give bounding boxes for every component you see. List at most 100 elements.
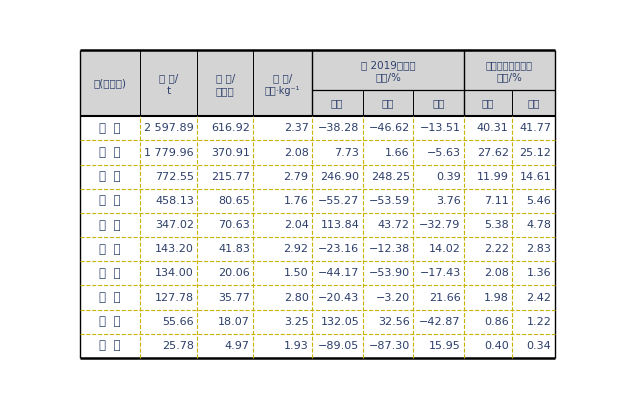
Text: −32.79: −32.79 [419, 220, 461, 230]
Text: 1.50: 1.50 [284, 268, 308, 278]
Text: 246.90: 246.90 [320, 172, 359, 182]
Text: 25.12: 25.12 [519, 147, 552, 158]
Text: 0.39: 0.39 [436, 172, 461, 182]
Text: 4.97: 4.97 [225, 341, 250, 351]
Text: 15.95: 15.95 [429, 341, 461, 351]
Text: 2.42: 2.42 [526, 292, 552, 303]
Text: 55.66: 55.66 [162, 317, 194, 327]
Text: 省(区、市): 省(区、市) [93, 78, 126, 88]
Text: 25.78: 25.78 [162, 341, 194, 351]
Text: 占全国进口柠檬汁: 占全国进口柠檬汁 [486, 60, 533, 70]
Text: 1.66: 1.66 [385, 147, 410, 158]
Text: 41.83: 41.83 [218, 244, 250, 254]
Text: 1.76: 1.76 [284, 196, 308, 206]
Text: 2.08: 2.08 [284, 147, 308, 158]
Text: 43.72: 43.72 [378, 220, 410, 230]
Text: 2 597.89: 2 597.89 [144, 123, 194, 133]
Text: 215.77: 215.77 [211, 172, 250, 182]
Text: 2.80: 2.80 [284, 292, 308, 303]
Text: 数 量/: 数 量/ [158, 74, 178, 84]
Text: 21.66: 21.66 [429, 292, 461, 303]
Text: 3.25: 3.25 [284, 317, 308, 327]
Text: −87.30: −87.30 [369, 341, 410, 351]
Text: 美元·kg⁻¹: 美元·kg⁻¹ [265, 86, 300, 96]
Text: 金额: 金额 [382, 98, 394, 108]
Text: 5.38: 5.38 [484, 220, 509, 230]
Text: 35.77: 35.77 [218, 292, 250, 303]
Text: 41.77: 41.77 [519, 123, 552, 133]
Text: 北  京: 北 京 [99, 291, 121, 304]
Text: 海  南: 海 南 [99, 267, 121, 280]
Text: 132.05: 132.05 [321, 317, 359, 327]
Text: 70.63: 70.63 [218, 220, 250, 230]
Text: −12.38: −12.38 [369, 244, 410, 254]
Text: −53.90: −53.90 [369, 268, 410, 278]
Text: 浙  江: 浙 江 [99, 315, 121, 328]
Text: 4.78: 4.78 [526, 220, 552, 230]
Text: −5.63: −5.63 [426, 147, 461, 158]
Text: −46.62: −46.62 [369, 123, 410, 133]
Text: 安  徽: 安 徽 [99, 339, 121, 352]
Text: 370.91: 370.91 [211, 147, 250, 158]
Text: −20.43: −20.43 [318, 292, 359, 303]
Text: 1.98: 1.98 [484, 292, 509, 303]
Text: −89.05: −89.05 [318, 341, 359, 351]
Text: 广  东: 广 东 [99, 170, 121, 183]
Text: 347.02: 347.02 [155, 220, 194, 230]
Text: 数量: 数量 [331, 98, 344, 108]
Text: −53.59: −53.59 [369, 196, 410, 206]
Text: −3.20: −3.20 [376, 292, 410, 303]
Text: 金 额/: 金 额/ [215, 74, 235, 84]
Text: 248.25: 248.25 [371, 172, 410, 182]
Text: 0.86: 0.86 [484, 317, 509, 327]
Text: 0.34: 0.34 [527, 341, 552, 351]
Text: 143.20: 143.20 [155, 244, 194, 254]
Text: 127.78: 127.78 [155, 292, 194, 303]
Text: 增减/%: 增减/% [375, 72, 401, 82]
Text: 1.22: 1.22 [527, 317, 552, 327]
Text: 价格: 价格 [433, 98, 445, 108]
Text: 458.13: 458.13 [155, 196, 194, 206]
Text: 山  东: 山 东 [99, 219, 121, 231]
Text: −17.43: −17.43 [420, 268, 461, 278]
Text: 同 2019年相比: 同 2019年相比 [361, 60, 415, 70]
Text: 113.84: 113.84 [321, 220, 359, 230]
Text: −44.17: −44.17 [318, 268, 359, 278]
Text: 2.22: 2.22 [483, 244, 509, 254]
Text: 772.55: 772.55 [155, 172, 194, 182]
Text: 2.04: 2.04 [284, 220, 308, 230]
Text: 福  建: 福 建 [99, 194, 121, 207]
Text: 价 格/: 价 格/ [273, 74, 292, 84]
Text: 3.76: 3.76 [436, 196, 461, 206]
Text: 2.83: 2.83 [527, 244, 552, 254]
Text: 80.65: 80.65 [218, 196, 250, 206]
Text: 27.62: 27.62 [477, 147, 509, 158]
Text: −42.87: −42.87 [419, 317, 461, 327]
Text: 14.02: 14.02 [429, 244, 461, 254]
Text: 数量: 数量 [482, 98, 494, 108]
Text: −23.16: −23.16 [318, 244, 359, 254]
Text: 616.92: 616.92 [211, 123, 250, 133]
Text: 32.56: 32.56 [378, 317, 410, 327]
Text: 江  苏: 江 苏 [99, 146, 121, 159]
Text: 11.99: 11.99 [477, 172, 509, 182]
Text: 20.06: 20.06 [218, 268, 250, 278]
Text: 7.11: 7.11 [484, 196, 509, 206]
Text: 1.93: 1.93 [284, 341, 308, 351]
Text: −13.51: −13.51 [420, 123, 461, 133]
Text: 1.36: 1.36 [527, 268, 552, 278]
Text: 14.61: 14.61 [519, 172, 552, 182]
Text: 2.08: 2.08 [484, 268, 509, 278]
Text: 天  津: 天 津 [99, 243, 121, 256]
Text: 2.92: 2.92 [284, 244, 308, 254]
Text: 2.37: 2.37 [284, 123, 308, 133]
Text: 2.79: 2.79 [284, 172, 308, 182]
Text: 134.00: 134.00 [155, 268, 194, 278]
Text: 金额: 金额 [527, 98, 540, 108]
Text: 0.40: 0.40 [484, 341, 509, 351]
Text: 5.46: 5.46 [527, 196, 552, 206]
Text: 比重/%: 比重/% [496, 72, 522, 82]
Text: 上  海: 上 海 [99, 122, 121, 135]
Text: 1 779.96: 1 779.96 [144, 147, 194, 158]
Text: 7.73: 7.73 [334, 147, 359, 158]
